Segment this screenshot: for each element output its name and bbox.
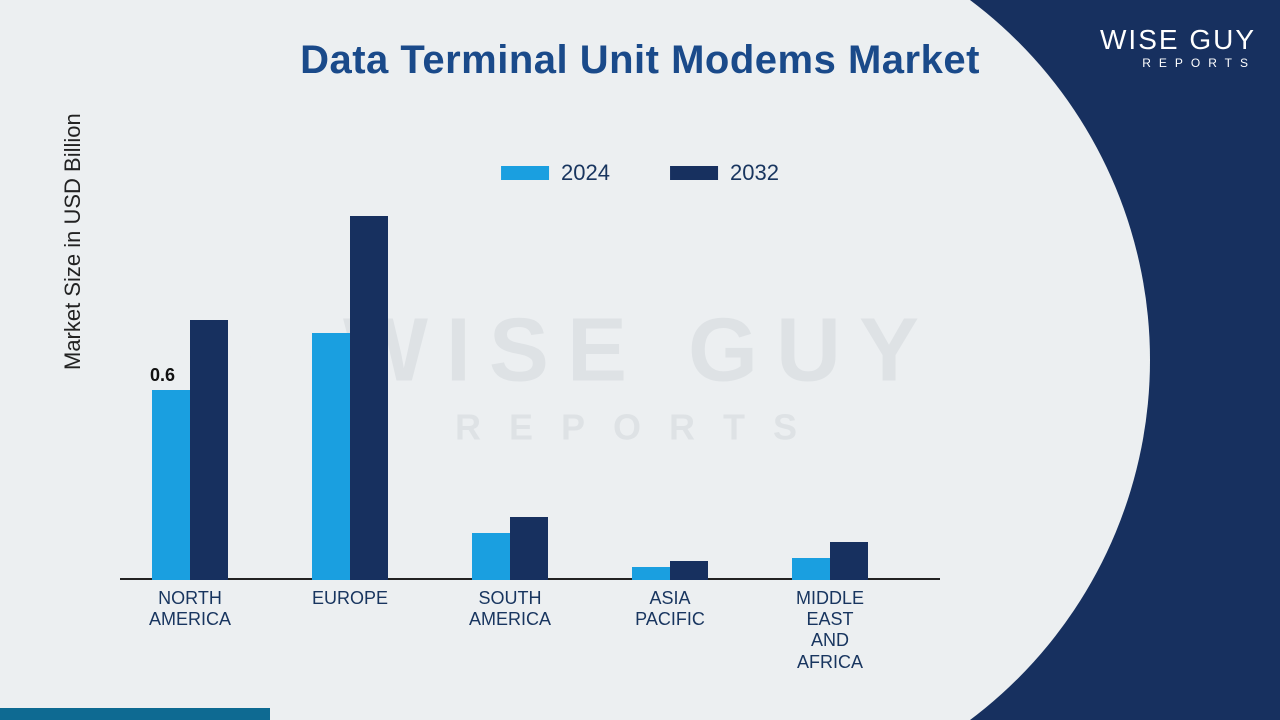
bar-2032	[830, 542, 868, 580]
legend-swatch-2032	[670, 166, 718, 180]
legend-item-2032: 2032	[670, 160, 779, 186]
chart-title: Data Terminal Unit Modems Market	[0, 38, 1280, 83]
bar-2024	[472, 533, 510, 581]
bar-2024	[152, 390, 190, 580]
category-label: NORTHAMERICA	[130, 588, 250, 630]
plot-area: 0.6	[120, 200, 940, 580]
bar-2032	[510, 517, 548, 580]
bar-2024	[632, 567, 670, 580]
legend-item-2024: 2024	[501, 160, 610, 186]
category-label: ASIAPACIFIC	[610, 588, 730, 630]
category-label: EUROPE	[290, 588, 410, 609]
legend-label-2032: 2032	[730, 160, 779, 186]
bar-2032	[190, 320, 228, 580]
canvas: WISE GUY REPORTS Data Terminal Unit Mode…	[0, 0, 1280, 720]
legend: 2024 2032	[501, 160, 779, 186]
category-label: MIDDLEEASTANDAFRICA	[770, 588, 890, 673]
legend-label-2024: 2024	[561, 160, 610, 186]
legend-swatch-2024	[501, 166, 549, 180]
brand-logo: WISE GUY REPORTS	[1100, 24, 1256, 70]
footer-strip	[0, 708, 270, 720]
category-label: SOUTHAMERICA	[450, 588, 570, 630]
y-axis-label: Market Size in USD Billion	[60, 113, 86, 370]
bar-2032	[350, 216, 388, 580]
bar-2032	[670, 561, 708, 580]
bar-2024	[312, 333, 350, 580]
bar-2024	[792, 558, 830, 580]
brand-line2: REPORTS	[1100, 56, 1256, 70]
brand-line1: WISE GUY	[1100, 24, 1256, 56]
bar-value-label: 0.6	[150, 365, 175, 386]
